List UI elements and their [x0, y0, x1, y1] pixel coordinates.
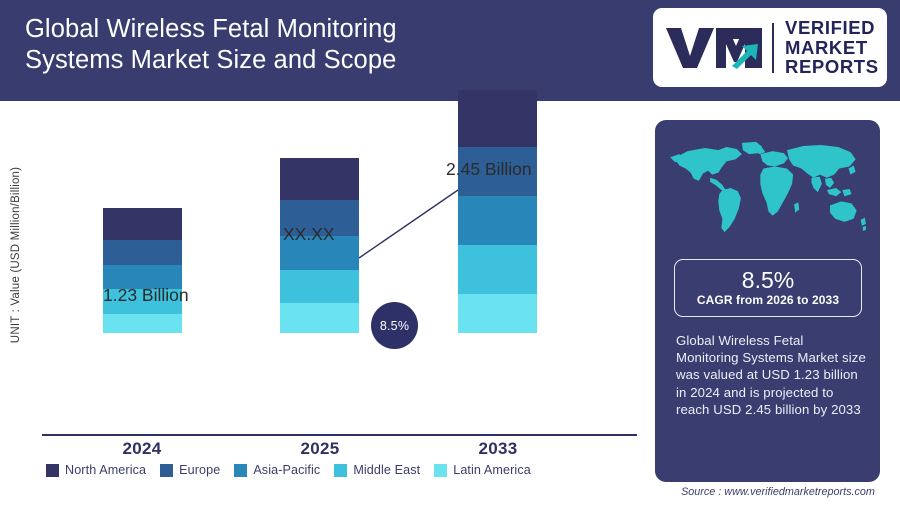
bar-value-2033: 2.45 Billion [446, 159, 532, 179]
page-title: Global Wireless Fetal Monitoring Systems… [25, 15, 397, 74]
x-tick-2033: 2033 [478, 439, 518, 458]
x-tick-2024: 2024 [122, 439, 162, 458]
segment-asia-pacific [458, 196, 537, 245]
bar-value-2024: 1.23 Billion [103, 285, 189, 305]
brand-logo[interactable]: VERIFIED MARKET REPORTS [653, 8, 887, 87]
segment-middle-east [458, 244, 537, 295]
legend-item-asia-pacific[interactable]: Asia-Pacific [234, 463, 320, 477]
legend-item-europe[interactable]: Europe [160, 463, 220, 477]
cagr-bubble: 8.5% [371, 302, 418, 349]
segment-north-america [458, 90, 537, 147]
segment-middle-east [103, 289, 182, 314]
segment-north-america [280, 158, 359, 201]
legend-item-north-america[interactable]: North America [46, 463, 146, 477]
segment-middle-east [280, 270, 359, 303]
x-axis-line [42, 434, 637, 436]
segment-latin-america [458, 294, 537, 333]
legend-item-middle-east[interactable]: Middle East [334, 463, 420, 477]
logo-wordmark: VERIFIED MARKET REPORTS [785, 17, 879, 78]
summary-panel: 8.5% CAGR from 2026 to 2033 Global Wirel… [655, 120, 880, 482]
cagr-caption: CAGR from 2026 to 2033 [696, 293, 840, 307]
cagr-bubble-label: 8.5% [379, 318, 410, 333]
market-description: Global Wireless Fetal Monitoring Systems… [676, 333, 866, 417]
segment-europe [280, 200, 359, 236]
legend-swatch-icon [234, 463, 248, 477]
logo-divider [772, 22, 774, 73]
header-banner: Global Wireless Fetal Monitoring Systems… [0, 0, 900, 101]
legend-swatch-icon [434, 463, 448, 477]
bar-2024[interactable] [103, 208, 182, 333]
segment-north-america [103, 208, 182, 240]
legend-label: Middle East [353, 463, 421, 477]
bar-value-2025: XX.XX [283, 224, 335, 244]
segment-asia-pacific [280, 235, 359, 271]
legend-swatch-icon [46, 463, 59, 477]
segment-asia-pacific [103, 264, 182, 290]
bar-chart: UNIT : Value (USD Million/Billion) 8.5% [0, 90, 645, 506]
legend-label: Asia-Pacific [253, 463, 321, 477]
segment-latin-america [280, 302, 359, 333]
segment-europe [458, 146, 537, 197]
legend-item-latin-america[interactable]: Latin America [434, 463, 531, 477]
legend-swatch-icon [160, 463, 174, 477]
world-map-icon [665, 132, 870, 244]
segment-europe [103, 239, 182, 265]
cagr-callout-box: 8.5% CAGR from 2026 to 2033 [674, 259, 862, 317]
legend-label: Latin America [453, 463, 531, 477]
vmr-logo-icon [664, 22, 768, 74]
legend-label: North America [65, 463, 147, 477]
bar-2033[interactable] [458, 90, 537, 333]
bar-2025[interactable] [280, 158, 359, 333]
x-tick-2025: 2025 [300, 439, 340, 458]
legend-swatch-icon [334, 463, 348, 477]
chart-legend: North America Europe Asia-Pacific Middle… [46, 463, 606, 477]
source-note: Source : www.verifiedmarketreports.com [681, 486, 875, 498]
segment-latin-america [103, 313, 182, 333]
y-axis-label: UNIT : Value (USD Million/Billion) [10, 166, 22, 344]
cagr-value: 8.5% [741, 267, 795, 293]
legend-label: Europe [179, 463, 221, 477]
